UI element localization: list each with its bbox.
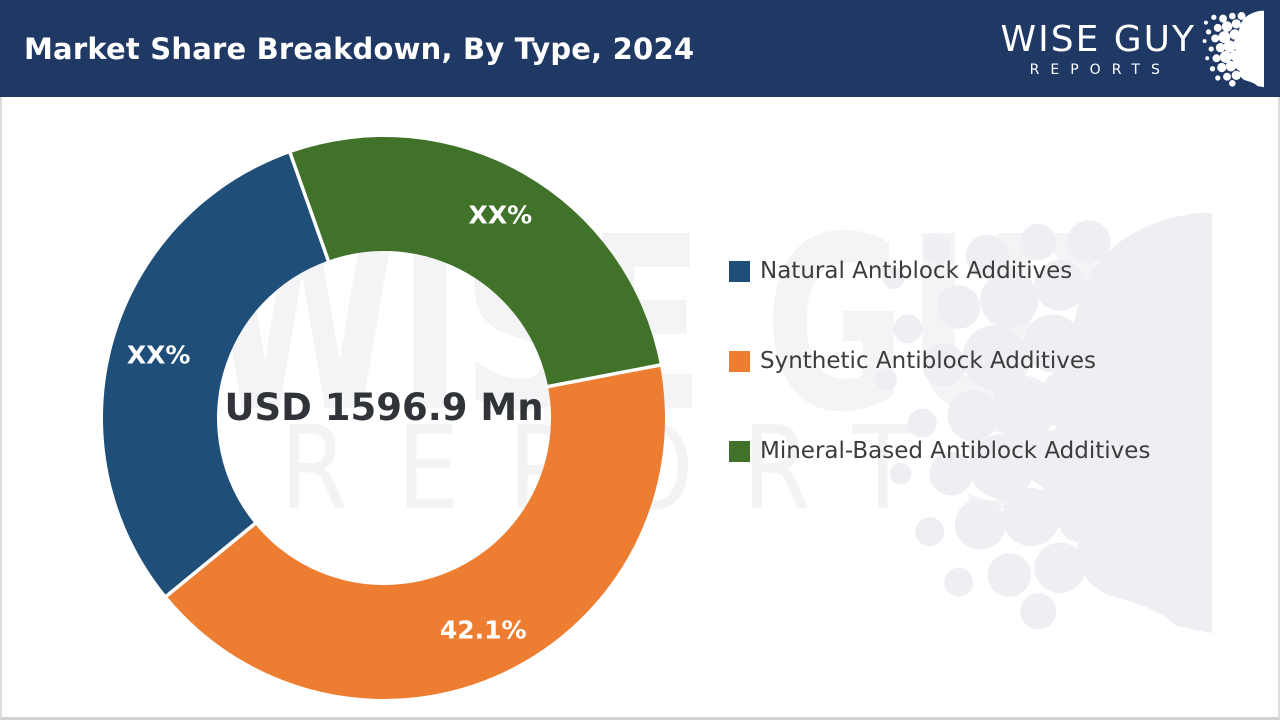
logo-text: WISE GUY REPORTS xyxy=(1000,19,1197,79)
legend-label-synthetic: Synthetic Antiblock Additives xyxy=(760,348,1097,374)
wiseguy-logo: WISE GUY REPORTS xyxy=(1000,6,1264,92)
page-title: Market Share Breakdown, By Type, 2024 xyxy=(24,31,695,66)
segment-separator xyxy=(288,151,331,263)
pie-segment-1 xyxy=(290,137,660,387)
legend-label-natural: Natural Antiblock Additives xyxy=(760,258,1073,284)
segment-separator xyxy=(546,363,662,389)
legend-label-mineral: Mineral-Based Antiblock Additives xyxy=(760,438,1151,464)
watermark-face-icon xyxy=(850,205,1212,641)
segment-separator xyxy=(164,521,257,598)
logo-wordmark: WISE GUY xyxy=(1000,19,1196,60)
pie-segment-label: XX% xyxy=(469,200,533,229)
donut-chart: XX% 42.1% XX% xyxy=(103,137,665,699)
header: Market Share Breakdown, By Type, 2024 WI… xyxy=(0,0,1280,97)
wiseguy-face-icon xyxy=(1198,9,1264,89)
pie-segment-2 xyxy=(166,365,665,699)
legend-swatch-synthetic xyxy=(729,350,750,372)
pie-segment-3 xyxy=(103,153,329,596)
legend-item-natural: Natural Antiblock Additives xyxy=(729,256,1150,286)
chart-legend: Natural Antiblock Additives Synthetic An… xyxy=(729,256,1150,466)
legend-swatch-mineral xyxy=(729,440,750,462)
pie-segment-label: 42.1% xyxy=(440,615,527,644)
logo-subtext: REPORTS xyxy=(1029,62,1171,78)
legend-swatch-natural xyxy=(729,260,750,282)
legend-item-synthetic: Synthetic Antiblock Additives xyxy=(729,346,1150,376)
chart-center-value: USD 1596.9 Mn xyxy=(224,386,544,429)
pie-segment-label: XX% xyxy=(127,341,191,370)
chart-area: WISE GUY REPORTS XX% 42.1% XX% USD 1596.9 … xyxy=(0,97,1280,720)
legend-item-mineral: Mineral-Based Antiblock Additives xyxy=(729,436,1150,466)
